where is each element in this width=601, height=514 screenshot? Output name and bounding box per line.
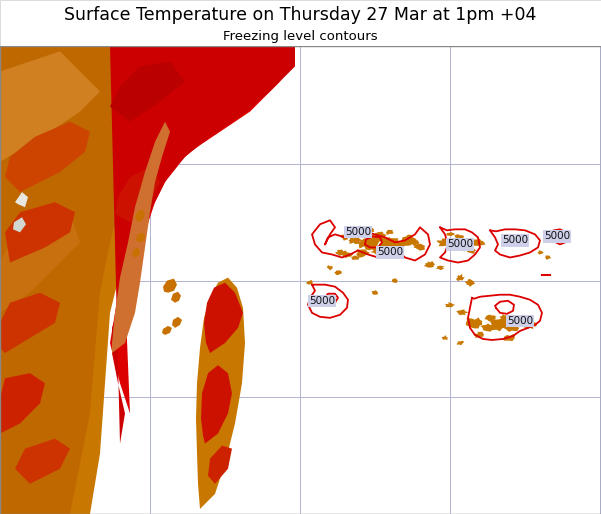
Polygon shape (355, 229, 367, 235)
Polygon shape (341, 250, 353, 259)
Polygon shape (15, 192, 28, 207)
Polygon shape (424, 261, 435, 268)
Polygon shape (446, 232, 455, 236)
Polygon shape (371, 233, 385, 242)
Polygon shape (136, 232, 145, 243)
Polygon shape (398, 235, 417, 246)
Text: 5000: 5000 (544, 231, 570, 242)
Polygon shape (457, 341, 464, 345)
Polygon shape (514, 319, 527, 327)
Polygon shape (0, 373, 45, 433)
Polygon shape (545, 255, 551, 260)
Polygon shape (456, 273, 465, 281)
Polygon shape (60, 46, 290, 413)
Polygon shape (390, 244, 401, 251)
Text: 5000: 5000 (309, 296, 335, 306)
Polygon shape (401, 236, 416, 245)
Polygon shape (384, 238, 398, 247)
Polygon shape (375, 231, 386, 237)
Polygon shape (436, 266, 445, 270)
Polygon shape (204, 283, 243, 353)
Text: 5000: 5000 (507, 316, 533, 326)
Polygon shape (135, 209, 145, 222)
Polygon shape (15, 438, 70, 484)
Polygon shape (380, 237, 391, 244)
Polygon shape (334, 270, 342, 275)
Polygon shape (365, 240, 377, 246)
Polygon shape (409, 239, 419, 246)
Polygon shape (456, 309, 468, 315)
Text: 5000: 5000 (502, 235, 528, 245)
Polygon shape (395, 241, 406, 248)
Polygon shape (499, 314, 511, 321)
Polygon shape (537, 250, 543, 254)
Polygon shape (208, 446, 232, 484)
Polygon shape (371, 290, 379, 295)
Text: 5000: 5000 (377, 247, 403, 258)
Text: Freezing level contours: Freezing level contours (223, 30, 378, 43)
Polygon shape (503, 323, 519, 332)
Polygon shape (502, 334, 515, 341)
Polygon shape (445, 302, 455, 307)
Polygon shape (490, 318, 510, 331)
Polygon shape (163, 279, 177, 292)
Polygon shape (436, 238, 453, 246)
Polygon shape (0, 212, 80, 313)
Polygon shape (454, 234, 465, 240)
Polygon shape (455, 238, 474, 251)
Text: 5000: 5000 (345, 227, 371, 237)
Polygon shape (162, 326, 172, 335)
Polygon shape (5, 122, 90, 192)
Polygon shape (359, 235, 379, 250)
Polygon shape (0, 46, 140, 514)
Text: 5000: 5000 (447, 240, 473, 249)
Polygon shape (335, 249, 346, 256)
Polygon shape (112, 122, 170, 353)
Polygon shape (466, 248, 477, 254)
Polygon shape (484, 315, 496, 322)
Polygon shape (201, 365, 232, 444)
Polygon shape (413, 244, 426, 251)
Polygon shape (0, 292, 60, 353)
Polygon shape (349, 236, 363, 244)
Polygon shape (474, 332, 484, 338)
Polygon shape (172, 317, 182, 328)
Polygon shape (465, 279, 475, 287)
Polygon shape (369, 247, 386, 256)
Polygon shape (115, 167, 160, 222)
Polygon shape (466, 317, 482, 328)
Polygon shape (392, 279, 398, 283)
Polygon shape (0, 46, 170, 514)
Polygon shape (110, 61, 185, 122)
Polygon shape (379, 238, 401, 252)
Polygon shape (196, 278, 245, 509)
Polygon shape (132, 247, 140, 258)
Polygon shape (341, 235, 349, 241)
Polygon shape (13, 217, 26, 232)
Polygon shape (522, 321, 537, 329)
Polygon shape (306, 280, 313, 285)
Polygon shape (356, 249, 370, 258)
Polygon shape (383, 252, 392, 256)
Polygon shape (5, 202, 75, 263)
Polygon shape (366, 227, 374, 234)
Polygon shape (359, 241, 365, 248)
Polygon shape (351, 255, 359, 260)
Polygon shape (481, 323, 496, 332)
Polygon shape (0, 51, 100, 162)
Polygon shape (327, 265, 333, 270)
Polygon shape (471, 238, 486, 246)
Polygon shape (95, 46, 295, 444)
Polygon shape (171, 292, 181, 303)
Polygon shape (386, 230, 394, 234)
Polygon shape (447, 245, 460, 250)
Text: Surface Temperature on Thursday 27 Mar at 1pm +04: Surface Temperature on Thursday 27 Mar a… (64, 6, 537, 24)
Polygon shape (442, 335, 448, 340)
